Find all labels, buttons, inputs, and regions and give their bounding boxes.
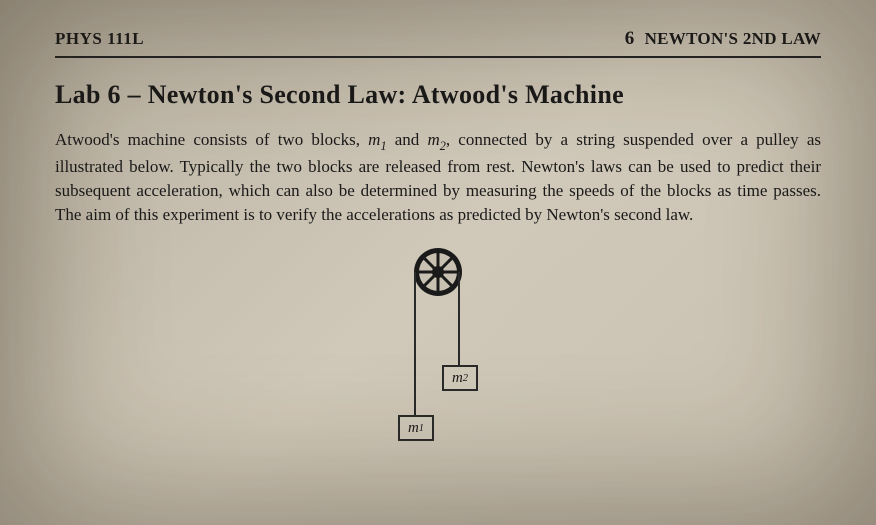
block-m1: m1	[398, 415, 434, 441]
para-m2-sub: 2	[440, 139, 446, 153]
lab-title-main: Newton's Second Law: Atwood's Machine	[148, 80, 624, 109]
chapter-label: 6 NEWTON'S 2ND LAW	[625, 28, 821, 50]
block-m1-sub: 1	[419, 423, 424, 434]
block-m1-sym: m	[408, 420, 419, 437]
lab-title-prefix: Lab 6 –	[55, 80, 148, 109]
para-m2-sym: m	[427, 130, 439, 149]
chapter-number: 6	[625, 28, 635, 49]
course-code: PHYS 111L	[55, 29, 144, 49]
page-header: PHYS 111L 6 NEWTON'S 2ND LAW	[55, 28, 821, 58]
para-m1-sub: 1	[380, 139, 386, 153]
pulley-icon	[413, 247, 463, 297]
para-seg1: Atwood's machine consists of two blocks,	[55, 130, 368, 149]
intro-paragraph: Atwood's machine consists of two blocks,…	[55, 128, 821, 227]
block-m2: m2	[442, 365, 478, 391]
atwood-diagram: m2 m1	[348, 247, 528, 447]
chapter-title: NEWTON'S 2ND LAW	[645, 29, 821, 48]
para-seg2: and	[387, 130, 428, 149]
block-m2-sub: 2	[463, 373, 468, 384]
lab-title: Lab 6 – Newton's Second Law: Atwood's Ma…	[55, 80, 821, 110]
diagram-container: m2 m1	[55, 247, 821, 447]
lab-page: PHYS 111L 6 NEWTON'S 2ND LAW Lab 6 – Newt…	[0, 0, 876, 467]
string-right	[458, 272, 460, 367]
block-m2-sym: m	[452, 370, 463, 387]
para-m1-sym: m	[368, 130, 380, 149]
string-left	[414, 272, 416, 417]
